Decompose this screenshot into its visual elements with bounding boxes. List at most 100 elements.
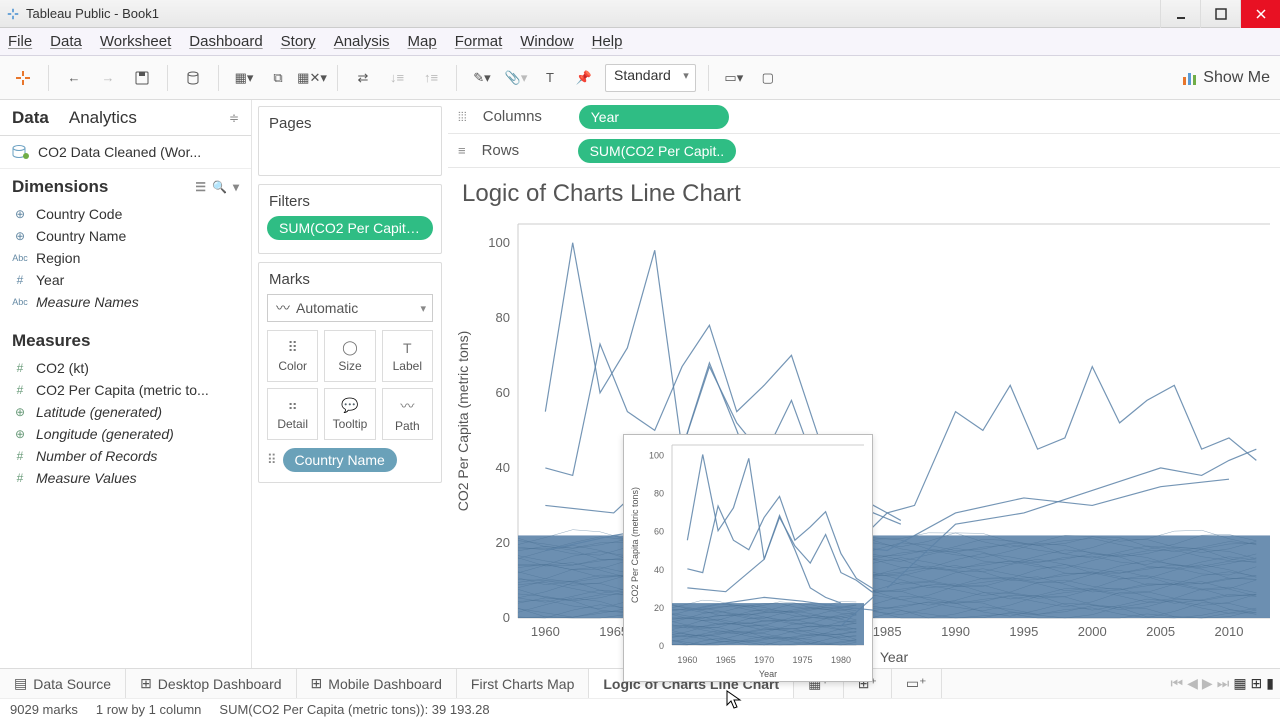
menu-dashboard[interactable]: Dashboard (189, 33, 262, 50)
tabs-film-icon[interactable]: ▮ (1266, 675, 1274, 692)
menu-story[interactable]: Story (281, 33, 316, 50)
svg-text:20: 20 (496, 535, 510, 550)
highlight-button[interactable]: ✎▾ (469, 65, 495, 91)
tabs-grid-icon[interactable]: ⊞ (1251, 675, 1263, 692)
filter-pill[interactable]: SUM(CO2 Per Capita.. (267, 216, 433, 240)
marks-title: Marks (259, 263, 441, 294)
marks-detail-pill[interactable]: Country Name (283, 448, 397, 472)
dimension-item-country-code[interactable]: ⊕Country Code (0, 203, 251, 225)
tab-desktop-dashboard[interactable]: ⊞Desktop Dashboard (126, 669, 296, 698)
showme-icon (1183, 71, 1197, 85)
rows-pill[interactable]: SUM(CO2 Per Capit.. (578, 139, 737, 163)
menu-data[interactable]: Data (50, 33, 82, 50)
measure-item-latitude-generated-[interactable]: ⊕Latitude (generated) (0, 401, 251, 423)
tab-first-charts-map[interactable]: First Charts Map (457, 669, 589, 698)
sort-asc-button[interactable]: ↓≡ (384, 65, 410, 91)
titlebar: Tableau Public - Book1 (0, 0, 1280, 28)
new-datasource-button[interactable] (180, 65, 206, 91)
svg-text:CO2 Per Capita (metric tons): CO2 Per Capita (metric tons) (455, 331, 471, 512)
svg-text:100: 100 (649, 451, 664, 461)
hash-icon: # (12, 471, 28, 485)
menu-file[interactable]: File (8, 33, 32, 50)
dimensions-header: Dimensions (12, 177, 108, 197)
presentation-button[interactable]: ▢ (755, 65, 781, 91)
new-worksheet-button[interactable]: ▦▾ (231, 65, 257, 91)
status-layout: 1 row by 1 column (96, 702, 202, 717)
marks-label-button[interactable]: TLabel (382, 330, 433, 382)
duplicate-button[interactable]: ⧉ (265, 65, 291, 91)
measure-item-longitude-generated-[interactable]: ⊕Longitude (generated) (0, 423, 251, 445)
svg-text:1960: 1960 (531, 624, 560, 639)
sort-desc-button[interactable]: ↑≡ (418, 65, 444, 91)
chart-area: ⦙⦙⦙ Columns Year ≡ Rows SUM(CO2 Per Capi… (448, 100, 1280, 668)
menu-icon[interactable]: ▾ (233, 180, 239, 194)
menu-help[interactable]: Help (592, 33, 623, 50)
measure-item-co2-kt-[interactable]: #CO2 (kt) (0, 357, 251, 379)
search-icon[interactable]: 🔍 (212, 180, 227, 194)
dimension-item-year[interactable]: #Year (0, 269, 251, 291)
measure-item-number-of-records[interactable]: #Number of Records (0, 445, 251, 467)
redo-button[interactable]: → (95, 65, 121, 91)
field-label: Year (36, 272, 64, 288)
cards-button[interactable]: ▭▾ (721, 65, 747, 91)
hash-icon: # (12, 361, 28, 375)
tabs-view-icon[interactable]: ▦ (1233, 675, 1246, 692)
tableau-icon[interactable] (10, 65, 36, 91)
svg-text:40: 40 (496, 460, 510, 475)
tab-analytics[interactable]: Analytics (69, 108, 137, 128)
datasource-row[interactable]: CO2 Data Cleaned (Wor... (0, 136, 251, 169)
nav-last-icon[interactable]: ⏭ (1217, 675, 1230, 692)
nav-next-icon[interactable]: ▶ (1202, 675, 1213, 692)
columns-shelf[interactable]: ⦙⦙⦙ Columns Year (448, 100, 1280, 134)
datasource-icon (12, 145, 30, 159)
maximize-button[interactable] (1200, 0, 1240, 28)
marks-path-button[interactable]: 〰Path (382, 388, 433, 440)
fit-select[interactable]: Standard (605, 64, 696, 92)
view-icon[interactable]: ☰ (195, 180, 206, 194)
marks-detail-button[interactable]: ⠶Detail (267, 388, 318, 440)
measure-item-co2-per-capita-metric-to-[interactable]: #CO2 Per Capita (metric to... (0, 379, 251, 401)
dimension-item-country-name[interactable]: ⊕Country Name (0, 225, 251, 247)
pin-button[interactable]: 📌 (571, 65, 597, 91)
tab-data-source[interactable]: ▤Data Source (0, 669, 126, 698)
save-button[interactable] (129, 65, 155, 91)
tab-data[interactable]: Data (12, 108, 49, 128)
showme-button[interactable]: Show Me (1183, 69, 1270, 87)
label-button[interactable]: T (537, 65, 563, 91)
swap-button[interactable]: ⇄ (350, 65, 376, 91)
minimize-button[interactable] (1160, 0, 1200, 28)
new-story-button[interactable]: ▭⁺ (892, 669, 942, 698)
undo-button[interactable]: ← (61, 65, 87, 91)
menu-analysis[interactable]: Analysis (334, 33, 390, 50)
chart-title[interactable]: Logic of Charts Line Chart (448, 168, 1280, 214)
tab-menu-icon[interactable]: ≑ (229, 111, 239, 125)
rows-shelf[interactable]: ≡ Rows SUM(CO2 Per Capit.. (448, 134, 1280, 168)
menu-window[interactable]: Window (520, 33, 573, 50)
chart-canvas[interactable]: 0204060801001960196519701975198019851990… (448, 214, 1280, 671)
tab-mobile-dashboard[interactable]: ⊞Mobile Dashboard (297, 669, 457, 698)
marks-card: Marks 〰 Automatic ⠿Color◯SizeTLabel ⠶Deta… (258, 262, 442, 483)
rows-icon: ≡ (458, 143, 466, 158)
close-button[interactable] (1240, 0, 1280, 28)
nav-first-icon[interactable]: ⏮ (1171, 675, 1184, 692)
marks-type-select[interactable]: 〰 Automatic (267, 294, 433, 322)
nav-prev-icon[interactable]: ◀ (1187, 675, 1198, 692)
detail-icon: ⠿ (267, 452, 277, 468)
measure-item-measure-values[interactable]: #Measure Values (0, 467, 251, 489)
columns-pill[interactable]: Year (579, 105, 729, 129)
marks-color-button[interactable]: ⠿Color (267, 330, 318, 382)
globe-icon: ⊕ (12, 229, 28, 243)
window-title: Tableau Public - Book1 (26, 6, 159, 21)
menu-format[interactable]: Format (455, 33, 503, 50)
dimension-item-region[interactable]: AbcRegion (0, 247, 251, 269)
filters-title: Filters (259, 185, 441, 216)
marks-tooltip-button[interactable]: 💬Tooltip (324, 388, 375, 440)
group-button[interactable]: 📎▾ (503, 65, 529, 91)
clear-button[interactable]: ▦✕▾ (299, 65, 325, 91)
menu-worksheet[interactable]: Worksheet (100, 33, 171, 50)
svg-text:0: 0 (503, 610, 510, 625)
marks-size-button[interactable]: ◯Size (324, 330, 375, 382)
dimension-item-measure-names[interactable]: AbcMeasure Names (0, 291, 251, 313)
field-label: Latitude (generated) (36, 404, 162, 420)
menu-map[interactable]: Map (408, 33, 437, 50)
